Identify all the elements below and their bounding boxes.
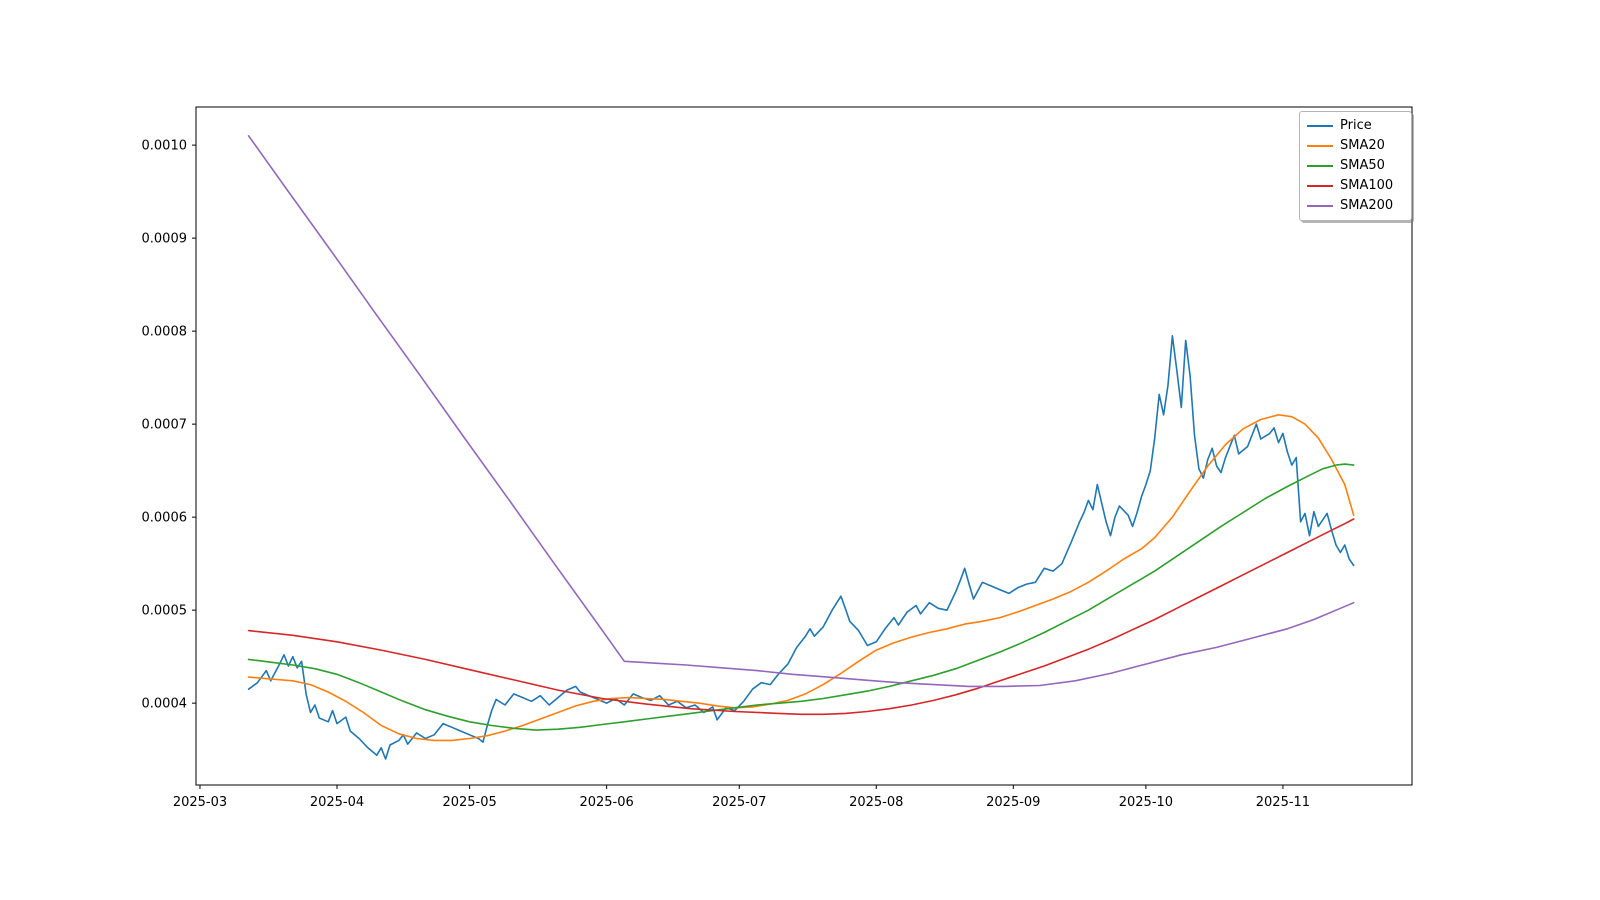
sma50-line-swatch [1307, 165, 1333, 167]
plot-frame [195, 106, 1413, 786]
series-line-price [247, 334, 1355, 760]
series-line-sma50 [247, 463, 1355, 731]
x-tick-label: 2025-11 [1256, 795, 1310, 810]
y-tick-label: 0.0005 [142, 604, 188, 619]
sma100-line-swatch [1307, 185, 1333, 187]
x-tick-label: 2025-04 [310, 795, 364, 810]
y-tick-label: 0.0004 [142, 697, 188, 712]
legend-item-sma50: SMA50 [1307, 156, 1403, 176]
legend-label-price: Price [1340, 118, 1372, 133]
series-line-sma20 [247, 413, 1355, 742]
sma200-line-swatch [1307, 205, 1333, 207]
legend-label-sma100: SMA100 [1340, 178, 1394, 193]
y-tick-label: 0.0008 [142, 325, 188, 340]
x-tick-label: 2025-08 [849, 795, 903, 810]
legend-item-price: Price [1307, 116, 1403, 136]
y-tick-label: 0.0007 [142, 418, 188, 433]
legend-label-sma20: SMA20 [1340, 138, 1385, 153]
series-line-sma100 [247, 518, 1355, 716]
x-tick-label: 2025-10 [1119, 795, 1173, 810]
x-tick-label: 2025-03 [173, 795, 227, 810]
y-tick-label: 0.0006 [142, 511, 188, 526]
legend-label-sma200: SMA200 [1340, 198, 1394, 213]
x-tick-label: 2025-06 [579, 795, 633, 810]
legend-item-sma20: SMA20 [1307, 136, 1403, 156]
legend-item-sma100: SMA100 [1307, 176, 1403, 196]
x-tick-label: 2025-09 [986, 795, 1040, 810]
legend: Price SMA20 SMA50 SMA100 SMA200 [1299, 111, 1412, 221]
y-tick-label: 0.0010 [142, 139, 188, 154]
series-line-sma200 [247, 135, 1355, 688]
y-tick-label: 0.0009 [142, 232, 188, 247]
price-line-swatch [1307, 125, 1333, 127]
legend-label-sma50: SMA50 [1340, 158, 1385, 173]
legend-item-sma200: SMA200 [1307, 196, 1403, 216]
sma20-line-swatch [1307, 145, 1333, 147]
x-tick-label: 2025-05 [442, 795, 496, 810]
x-tick-label: 2025-07 [712, 795, 766, 810]
